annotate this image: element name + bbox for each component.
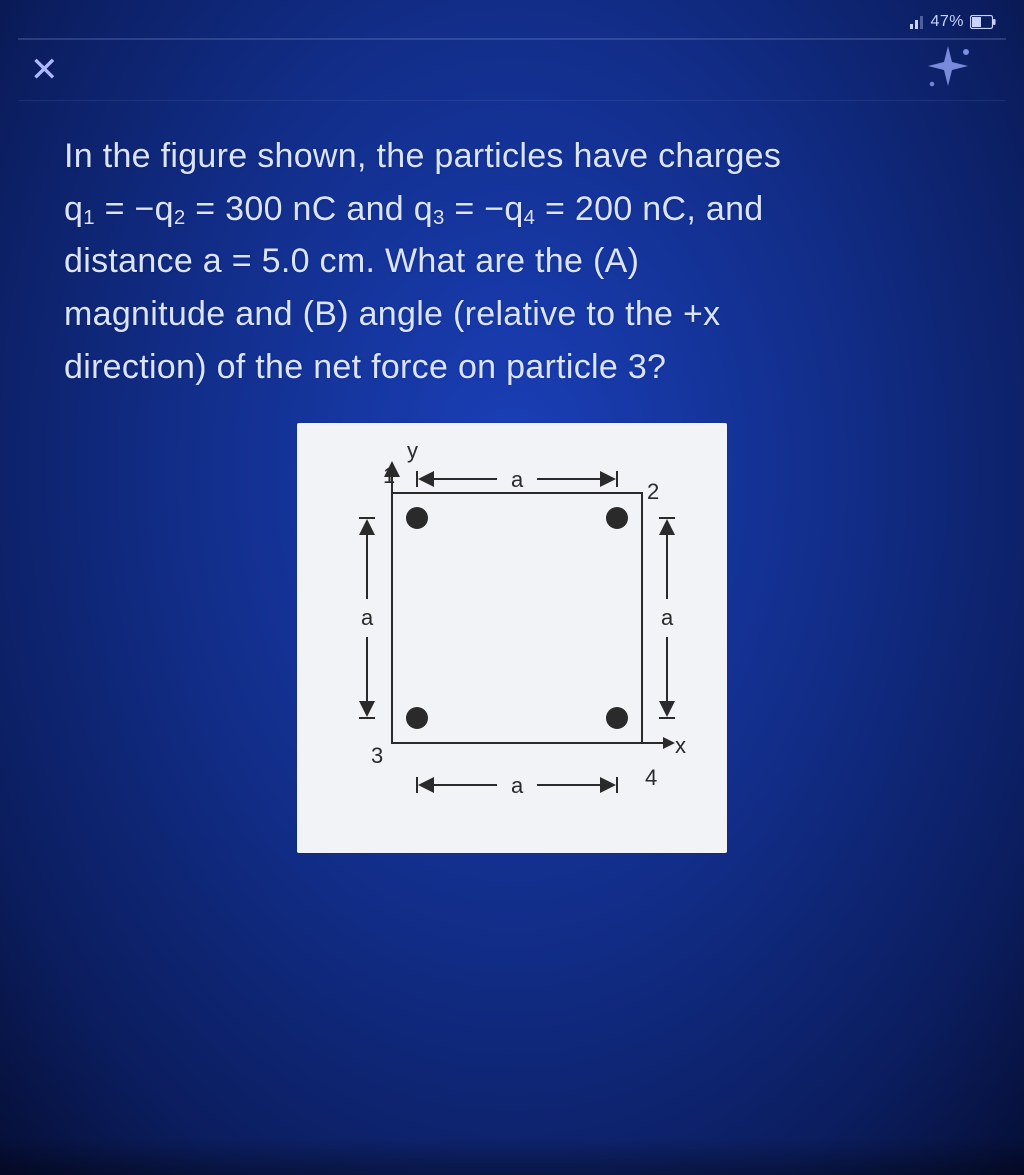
dim-a-left: a — [361, 605, 374, 630]
particle-3 — [406, 707, 428, 729]
dim-a-top: a — [511, 467, 524, 492]
sparkle-icon[interactable] — [920, 40, 976, 96]
q-eqneg1: = − — [95, 190, 155, 228]
bottom-shadow — [0, 1137, 1024, 1175]
close-icon[interactable]: ✕ — [30, 53, 59, 87]
q-var-q2: q2 — [155, 190, 186, 228]
particle-1 — [406, 507, 428, 529]
dim-a-bottom: a — [511, 773, 524, 798]
particle-1-label: 1 — [383, 463, 395, 488]
axis-y-label: y — [407, 438, 418, 463]
top-toolbar: ✕ — [18, 38, 1006, 101]
q-var-q3: q3 — [414, 190, 445, 228]
question-text: In the figure shown, the particles have … — [64, 130, 960, 393]
q-var-q4: q4 — [504, 190, 535, 228]
battery-text: 47% — [930, 13, 964, 31]
question-content: In the figure shown, the particles have … — [64, 130, 960, 853]
q-eqneg2: = − — [445, 190, 505, 228]
figure-container: y x 1 2 3 4 — [64, 423, 960, 853]
axis-x-label: x — [675, 733, 686, 758]
particle-3-label: 3 — [371, 743, 383, 768]
particle-4 — [606, 707, 628, 729]
app-screen: 47% ✕ In the figure shown, the particles… — [0, 0, 1024, 1175]
q-val12: = 300 nC and — [186, 190, 414, 228]
q-line1: In the figure shown, the particles have … — [64, 137, 781, 175]
dim-a-right: a — [661, 605, 674, 630]
q-line4: magnitude and (B) angle (relative to the… — [64, 295, 720, 333]
particle-2-label: 2 — [647, 479, 659, 504]
q-line5: direction) of the net force on particle … — [64, 348, 666, 386]
particle-4-label: 4 — [645, 765, 657, 790]
q-line3: distance a = 5.0 cm. What are the (A) — [64, 242, 639, 280]
battery-indicator: 47% — [910, 13, 996, 31]
particle-2 — [606, 507, 628, 529]
q-val34: = 200 nC, and — [535, 190, 763, 228]
physics-figure: y x 1 2 3 4 — [297, 423, 727, 853]
status-bar: 47% — [0, 0, 1024, 40]
q-var-q1: q1 — [64, 190, 95, 228]
battery-icon — [970, 15, 996, 29]
signal-icon — [910, 15, 924, 29]
